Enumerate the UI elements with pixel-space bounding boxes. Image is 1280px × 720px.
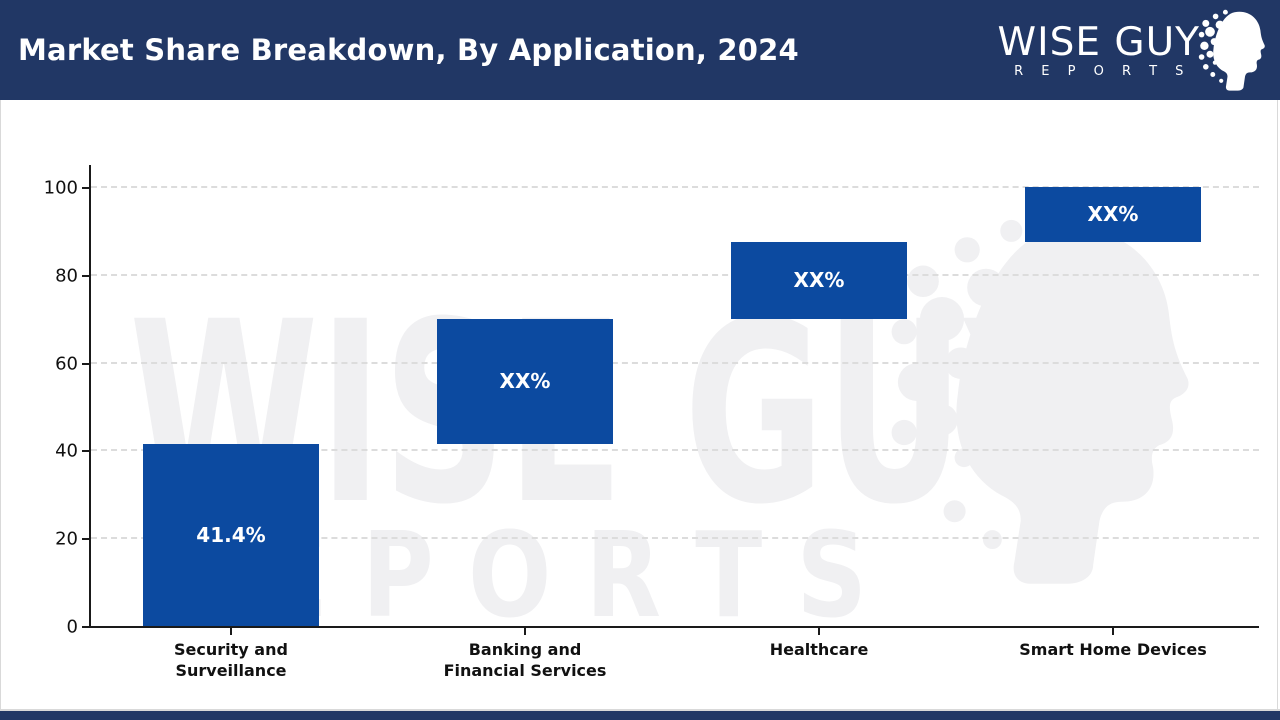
brand-name: WISE GUY — [997, 19, 1200, 65]
brand-head-icon — [1198, 9, 1265, 91]
page-title: Market Share Breakdown, By Application, … — [18, 33, 799, 67]
y-tick-40 — [82, 450, 89, 453]
gridline-60 — [91, 361, 1259, 364]
bar-value-label: XX% — [793, 268, 845, 293]
x-category-label: Banking and Financial Services — [443, 640, 607, 680]
brand-logo: WISE GUY R E P O R T S — [998, 8, 1266, 92]
y-tick-label-80: 80 — [55, 265, 78, 287]
x-category-label: Healthcare — [769, 640, 869, 659]
bar-3: XX% — [731, 241, 907, 319]
y-tick-80 — [82, 274, 89, 277]
y-tick-60 — [82, 362, 89, 365]
brand-logo-text: WISE GUY R E P O R T S — [998, 23, 1200, 78]
y-tick-label-40: 40 — [55, 440, 78, 462]
gridline-40 — [91, 449, 1259, 452]
y-tick-label-100: 100 — [43, 177, 78, 199]
y-tick-100 — [82, 187, 89, 189]
brand-subtitle: R E P O R T S — [1014, 63, 1191, 79]
x-category-label: Smart Home Devices — [1019, 640, 1207, 659]
y-tick-label-60: 60 — [55, 353, 78, 375]
gridline-80 — [91, 273, 1259, 276]
bar-value-label: XX% — [499, 369, 551, 394]
x-tick-4 — [1112, 628, 1114, 635]
bar-4: XX% — [1025, 187, 1201, 242]
x-category-label: Security and Surveillance — [174, 640, 288, 680]
gridline-20 — [91, 537, 1259, 540]
x-tick-3 — [818, 628, 820, 635]
x-axis-line — [89, 626, 1259, 628]
y-tick-0 — [82, 626, 89, 628]
bar-2: XX% — [437, 318, 613, 445]
bar-value-label: 41.4% — [196, 523, 266, 548]
y-tick-20 — [82, 538, 89, 541]
chart-area: WISE GUY R E P O R T S 0 20 40 60 80 100 41.4%… — [0, 100, 1278, 711]
y-axis-line — [89, 165, 91, 627]
footer-bar — [0, 709, 1280, 720]
x-tick-1 — [230, 628, 232, 635]
header: Market Share Breakdown, By Application, … — [0, 0, 1280, 100]
x-tick-2 — [524, 628, 526, 635]
bar-value-label: XX% — [1087, 202, 1139, 227]
gridline-100 — [91, 186, 1259, 188]
bar-1: 41.4% — [143, 444, 319, 626]
y-tick-label-20: 20 — [55, 528, 78, 550]
y-tick-label-0: 0 — [66, 616, 78, 638]
